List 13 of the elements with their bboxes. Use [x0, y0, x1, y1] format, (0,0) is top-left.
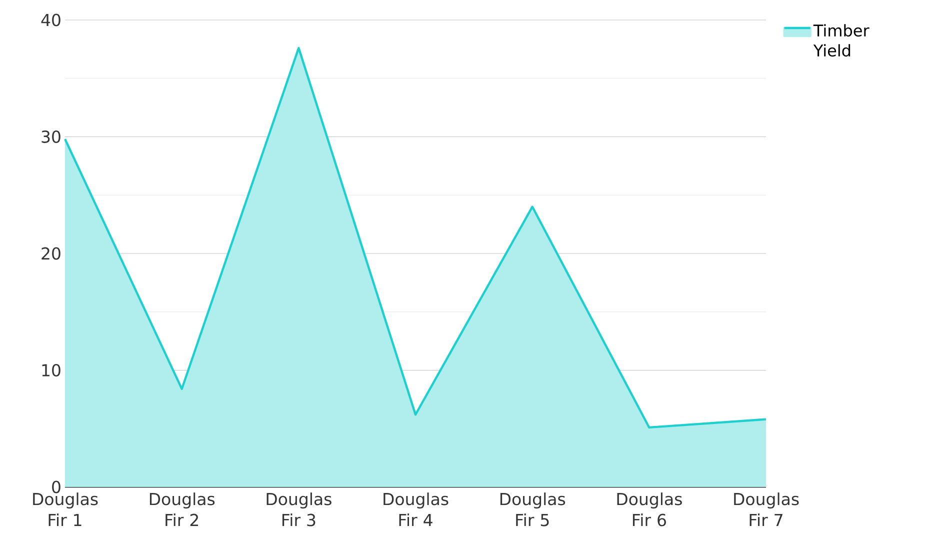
y-tick-label: 10	[42, 364, 60, 376]
x-tick-label: Douglas Fir 5	[500, 492, 566, 526]
x-tick-label: Douglas Fir 6	[617, 492, 682, 526]
legend-label: Timber Yield	[813, 24, 870, 57]
y-tick-label: 20	[42, 247, 60, 260]
y-tick-label: 0	[52, 480, 60, 494]
x-tick-label: Douglas Fir 2	[150, 492, 215, 526]
x-tick-label: Douglas Fir 7	[734, 492, 799, 526]
x-tick-label: Douglas Fir 4	[384, 492, 448, 526]
x-tick-label: Douglas Fir 3	[266, 492, 332, 526]
y-tick-label: 30	[42, 130, 60, 143]
x-tick-label: Douglas Fir 1	[33, 492, 98, 526]
y-tick-label: 40	[41, 14, 60, 26]
